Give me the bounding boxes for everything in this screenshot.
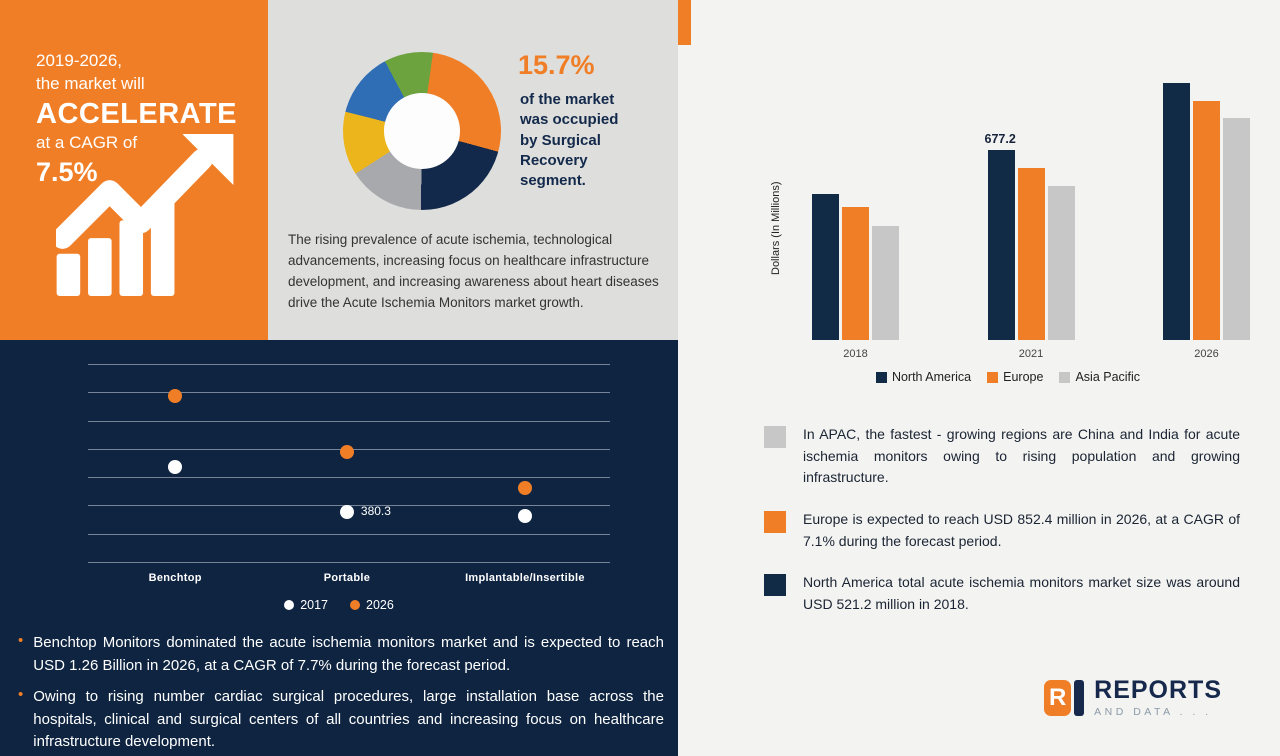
- bullet-north-america-text: North America total acute ischemia monit…: [803, 574, 1240, 613]
- gridline: [88, 562, 610, 563]
- dot-plot-legend: 2017 2026: [0, 598, 678, 612]
- bar-category-label: 2021: [1018, 348, 1044, 360]
- gridline: [88, 420, 610, 422]
- promo-cagr-label: at a CAGR of: [36, 133, 138, 153]
- legend-item-2026: 2026: [350, 598, 394, 612]
- bullet-marker-icon: •: [18, 632, 24, 649]
- legend-swatch-europe: [987, 371, 999, 383]
- logo-r-glyph: R: [1044, 680, 1072, 716]
- dot-category-label: Portable: [323, 572, 371, 584]
- legend-item-europe: Europe: [987, 370, 1043, 384]
- legend-item-asia-pacific: Asia Pacific: [1059, 370, 1140, 384]
- bar-chart-area: 2018 677.2 2021 2026: [800, 78, 1262, 360]
- bar-group-2026: 2026: [1163, 78, 1250, 360]
- legend-dot-2026: [350, 600, 360, 610]
- donut-hole: [384, 93, 460, 169]
- bar-asia-pacific-2026: [1223, 118, 1250, 340]
- bullet-benchtop: • Benchtop Monitors dominated the acute …: [18, 632, 664, 677]
- segment-share-caption: of the market was occupied by Surgical R…: [520, 91, 619, 189]
- product-type-panel: 380.3 Benchtop Portable Implantable/Insert…: [0, 340, 678, 756]
- bar-chart-y-axis-label: Dollars (In Millions): [770, 181, 782, 275]
- promo-accelerate: ACCELERATE: [36, 97, 238, 130]
- dot-2017-2: [517, 508, 532, 523]
- segment-share-value: 15.7%: [518, 50, 595, 80]
- legend-label-north-america: North America: [891, 370, 972, 384]
- legend-label-2017: 2017: [300, 598, 328, 612]
- bar-north-america-2021: 677.2: [985, 132, 1016, 340]
- promo-text: 2019-2026, the market will ACCELERATE at…: [36, 50, 237, 190]
- bar-chart-legend: North America Europe Asia Pacific: [778, 370, 1238, 384]
- logo-bracket-bar: [1074, 680, 1085, 716]
- bullet-drivers-text: Owing to rising number cardiac surgical …: [33, 688, 664, 750]
- bullet-europe: Europe is expected to reach USD 852.4 mi…: [764, 509, 1240, 552]
- bullet-europe-text: Europe is expected to reach USD 852.4 mi…: [803, 511, 1240, 549]
- promo-panel: 2019-2026, the market will ACCELERATE at…: [0, 0, 268, 340]
- dot-2026-1: [339, 445, 354, 460]
- bar-europe-2021: [1017, 167, 1045, 340]
- legend-label-europe: Europe: [1003, 370, 1044, 384]
- regional-bullets: In APAC, the fastest - growing regions a…: [764, 424, 1240, 636]
- bar-europe-2026: [1193, 101, 1220, 340]
- bullet-apac-text: In APAC, the fastest - growing regions a…: [803, 426, 1240, 486]
- growth-arrow-icon: [56, 134, 234, 296]
- dot-2026-0: [168, 388, 183, 403]
- europe-swatch: [764, 511, 786, 534]
- logo-mark-icon: R: [1044, 680, 1085, 716]
- dot-plot-category-labels: Benchtop Portable Implantable/Insertible: [88, 572, 610, 588]
- bullet-north-america: North America total acute ischemia monit…: [764, 572, 1240, 615]
- product-type-bullets: • Benchtop Monitors dominated the acute …: [18, 632, 664, 756]
- bar-value-label: 677.2: [984, 132, 1016, 147]
- reports-and-data-logo: R REPORTS AND DATA . . .: [1044, 678, 1222, 718]
- donut-chart: [343, 52, 501, 210]
- gridline: [88, 477, 610, 479]
- promo-years: 2019-2026,: [36, 51, 123, 70]
- bar-group-2021: 677.2 2021: [985, 78, 1075, 360]
- legend-label-2026: 2026: [366, 598, 394, 612]
- gridline: [88, 533, 610, 535]
- bar-europe-2018: [842, 206, 869, 340]
- orange-accent-strip: [678, 0, 691, 45]
- bar-asia-pacific-2021: [1047, 185, 1075, 340]
- dot-2017-1: [339, 504, 354, 519]
- legend-swatch-north-america: [875, 371, 887, 383]
- logo-name: REPORTS: [1094, 676, 1222, 704]
- north-america-swatch: [764, 574, 786, 597]
- regional-panel: Dollars (In Millions) 2018 677.2 2021 2026 …: [678, 0, 1280, 756]
- bullet-apac: In APAC, the fastest - growing regions a…: [764, 424, 1240, 489]
- dot-2026-2: [517, 481, 532, 496]
- gridline: [88, 364, 610, 365]
- promo-cagr-value: 7.5%: [36, 157, 98, 188]
- apac-swatch: [764, 426, 786, 448]
- dot-2017-0: [168, 459, 183, 474]
- legend-item-2017: 2017: [284, 598, 328, 612]
- bar-north-america-2026: [1163, 82, 1190, 340]
- bullet-marker-icon: •: [18, 686, 24, 703]
- dot-value-label: 380.3: [360, 503, 391, 518]
- bar-group-2018: 2018: [812, 78, 899, 360]
- bullet-drivers: • Owing to rising number cardiac surgica…: [18, 686, 664, 754]
- gridline: [88, 392, 610, 394]
- legend-dot-2017: [284, 600, 295, 610]
- legend-item-north-america: North America: [875, 370, 972, 384]
- segment-panel: 15.7% of the market was occupied by Surg…: [268, 0, 678, 340]
- dot-category-label: Benchtop: [148, 572, 202, 584]
- bar-north-america-2018: [812, 193, 839, 340]
- dot-category-label: Implantable/Insertible: [465, 572, 585, 584]
- dot-plot-area: 380.3: [88, 364, 610, 563]
- logo-subtitle: AND DATA . . .: [1094, 706, 1212, 718]
- bar-category-label: 2018: [843, 348, 868, 360]
- bar-asia-pacific-2018: [872, 226, 899, 340]
- bar-category-label: 2026: [1194, 348, 1219, 360]
- promo-market-will: the market will: [36, 73, 145, 93]
- legend-label-asia-pacific: Asia Pacific: [1075, 370, 1141, 384]
- market-drivers-paragraph: The rising prevalence of acute ischemia,…: [288, 232, 659, 310]
- bullet-benchtop-text: Benchtop Monitors dominated the acute is…: [33, 634, 664, 674]
- logo-text: REPORTS AND DATA . . .: [1094, 676, 1222, 719]
- legend-swatch-asia-pacific: [1059, 371, 1071, 383]
